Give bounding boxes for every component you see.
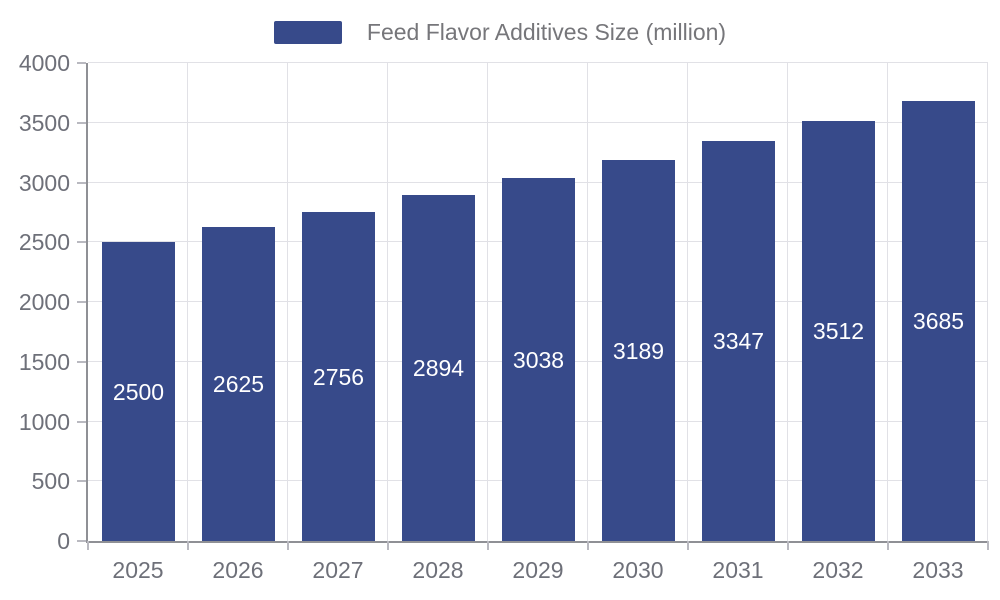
bar: 2894 [402,195,475,541]
y-axis-label: 3000 [18,169,70,196]
bar: 2756 [302,212,375,541]
bar: 2500 [102,242,175,541]
y-axis-tick [77,62,86,64]
y-axis-tick [77,121,86,124]
x-axis-label: 2032 [812,557,864,583]
bar-value-label: 3347 [712,328,765,354]
plot-area: 0 500 1000 1500 2000 2500 3000 3500 4000 2500 2025… [19,50,989,583]
bar-value-label: 2625 [212,371,265,397]
x-axis-label: 2031 [712,557,764,583]
bar: 3512 [802,121,875,541]
gridline-horizontal [88,62,988,63]
y-axis-label: 0 [57,528,70,554]
legend-swatch [273,20,342,44]
y-axis-label: 3500 [18,109,70,136]
gridline-vertical [587,63,588,541]
y-axis-tick [77,301,86,303]
y-axis-label: 4000 [18,50,70,76]
x-axis-tick [587,541,589,550]
y-axis-label: 1000 [18,408,70,435]
bar-value-label: 2894 [412,355,465,381]
x-axis-tick [287,541,289,550]
x-axis-label: 2027 [312,557,364,583]
gridline-vertical [987,63,988,541]
x-axis-label: 2025 [112,557,164,583]
gridline-vertical [487,63,488,541]
y-axis-tick [77,181,86,184]
x-axis-label: 2028 [412,557,464,583]
bar-value-label: 2756 [312,363,365,390]
x-axis-tick [187,541,189,550]
x-axis-tick [387,541,389,550]
bar: 3189 [602,160,675,541]
bar: 3347 [702,141,775,541]
x-axis-label: 2033 [912,557,964,583]
bar-value-label: 3038 [512,346,565,373]
gridline-vertical [687,63,688,541]
bar-value-label: 3189 [612,337,665,364]
gridline-vertical [787,63,788,541]
x-axis-tick [487,541,489,550]
x-axis-tick [987,541,989,550]
bar-value-label: 2500 [112,378,165,405]
y-axis-label: 2500 [18,229,70,256]
bar-value-label: 3512 [812,318,865,344]
y-axis-label: 2000 [18,289,70,315]
gridline-vertical [887,63,888,541]
y-axis-tick [77,540,86,542]
y-axis-tick [77,241,86,244]
y-axis-label: 1500 [18,348,70,375]
gridline-vertical [187,63,188,541]
gridline-horizontal [88,121,988,123]
bar-value-label: 3685 [912,308,965,334]
y-axis-label: 500 [31,468,70,495]
legend-label: Feed Flavor Additives Size (million) [366,19,727,45]
y-axis-tick [77,360,86,363]
gridline-vertical [387,63,388,541]
y-axis-tick [77,420,86,423]
y-axis-tick [77,480,86,483]
x-axis-label: 2030 [612,557,664,583]
bar: 3038 [502,178,575,541]
x-axis-tick [887,541,889,550]
x-axis-tick [687,541,689,550]
x-axis-tick [787,541,789,550]
x-axis-tick [87,541,89,550]
x-axis-label: 2026 [212,557,264,583]
bar: 3685 [902,101,975,541]
x-axis-label: 2029 [512,557,564,583]
gridline-vertical [287,63,288,541]
bar: 2625 [202,227,275,541]
chart-legend[interactable]: Feed Flavor Additives Size (million) [0,18,1000,46]
